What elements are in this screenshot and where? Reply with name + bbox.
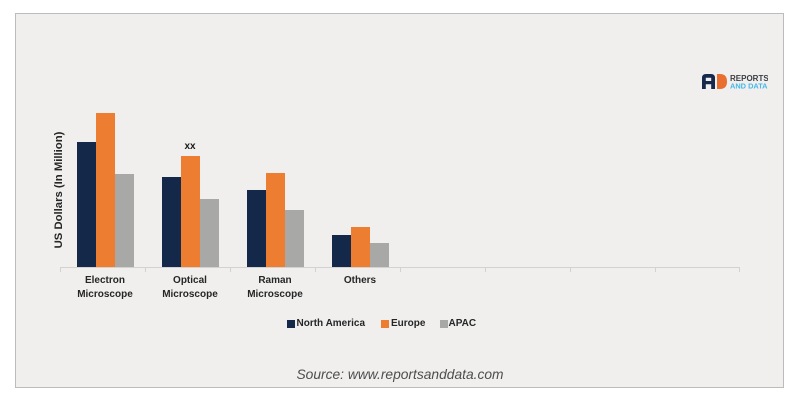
- svg-text:AND DATA: AND DATA: [730, 82, 768, 89]
- svg-text:REPORTS: REPORTS: [730, 74, 768, 83]
